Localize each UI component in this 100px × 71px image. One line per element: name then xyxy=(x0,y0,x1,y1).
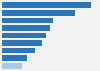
Bar xyxy=(2,10,75,15)
Bar xyxy=(2,40,42,46)
Bar xyxy=(2,48,35,53)
Bar xyxy=(2,33,46,38)
Bar xyxy=(2,25,50,31)
Bar xyxy=(2,63,22,69)
Bar xyxy=(2,56,27,61)
Bar xyxy=(2,18,53,23)
Bar xyxy=(2,2,91,8)
